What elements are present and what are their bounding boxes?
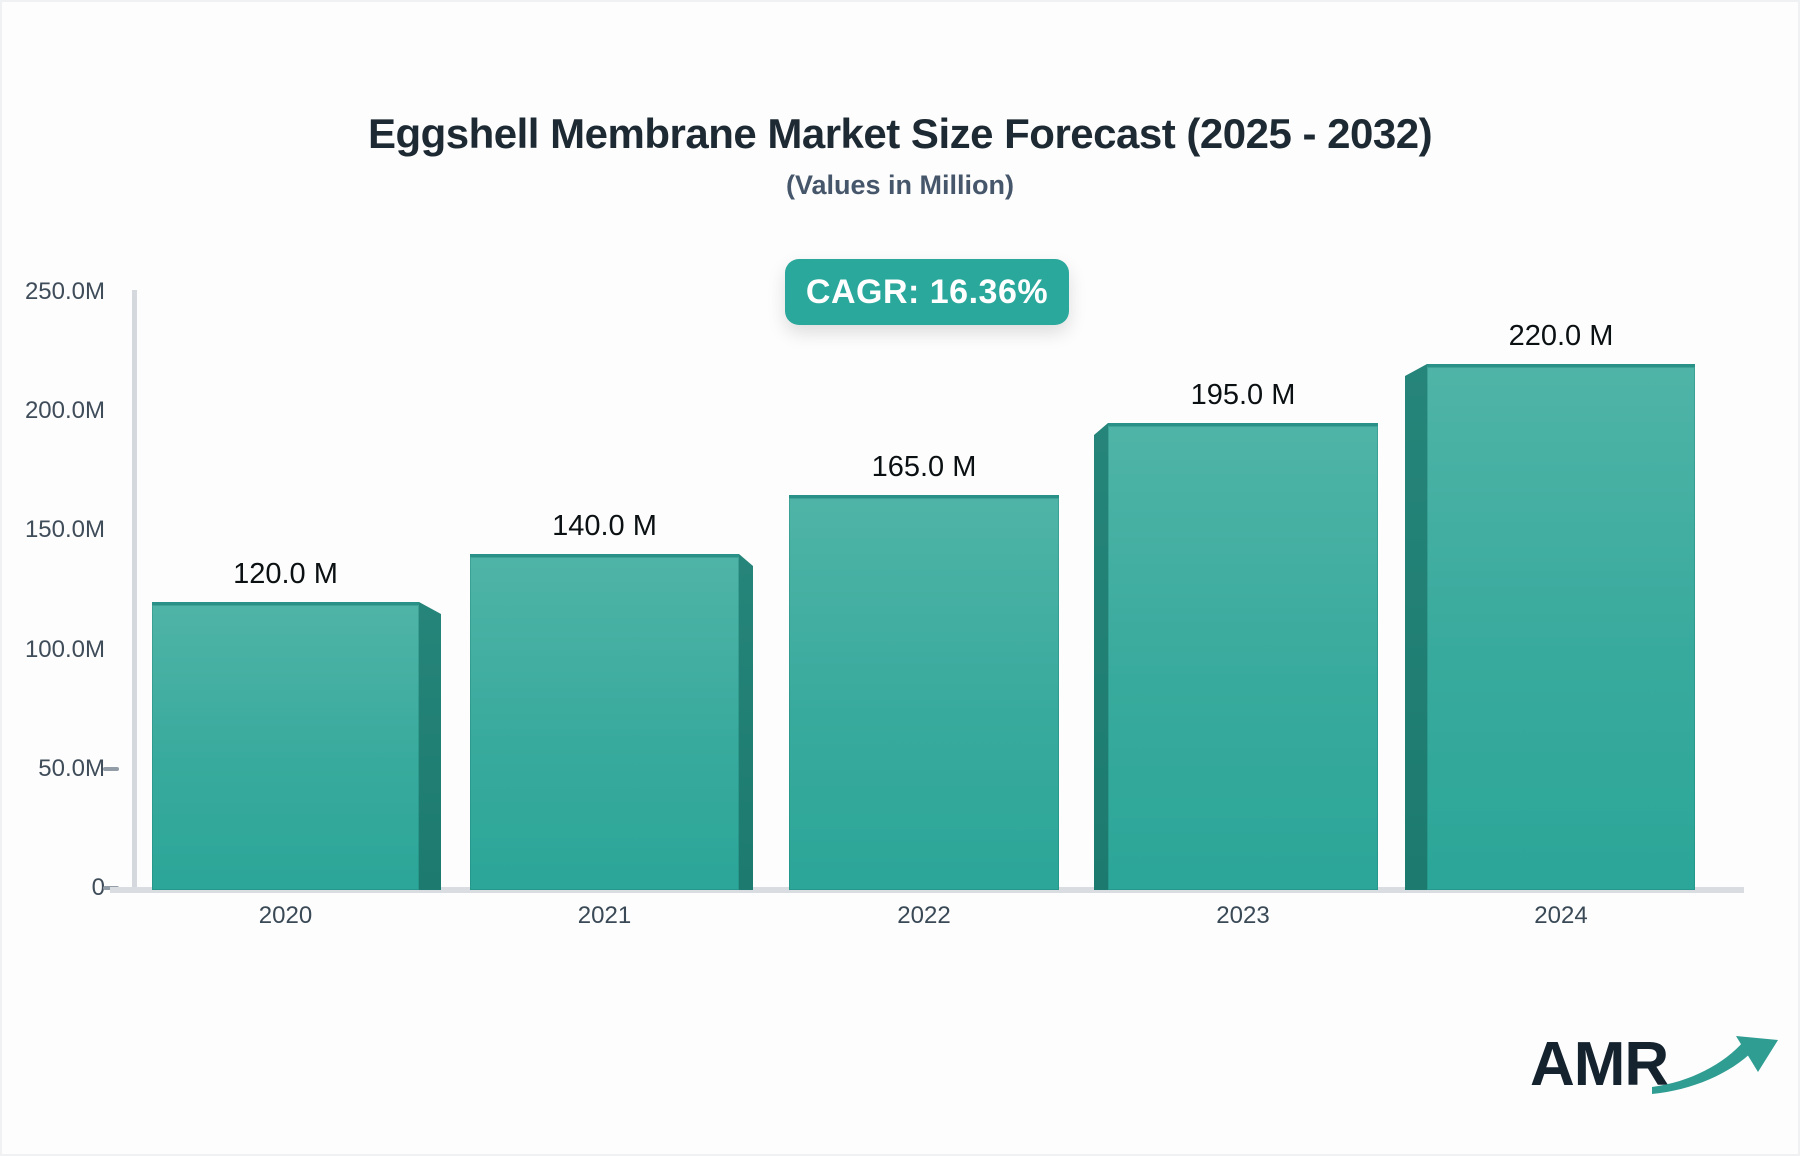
cagr-badge-label: CAGR: 16.36% [805, 272, 1049, 311]
bar-value-label: 165.0 M [871, 451, 977, 483]
bar-2021-3d-side [739, 554, 753, 890]
bar-value-label: 220.0 M [1508, 320, 1614, 352]
bar-value-label: 195.0 M [1190, 379, 1296, 411]
amr-logo-text: AMR [1530, 1030, 1669, 1099]
x-tick-label: 2022 [897, 902, 951, 929]
x-tick-label: 2021 [577, 902, 632, 929]
y-tick-label: 200.0M [24, 397, 105, 424]
bar-value-label: 140.0 M [552, 510, 657, 542]
y-tick-label: 250.0M [24, 278, 105, 305]
y-axis-line [132, 290, 137, 893]
y-tick-label: 150.0M [24, 516, 105, 543]
growth-arrow-icon [1652, 1036, 1778, 1094]
bar-2024-3d-side [1405, 364, 1427, 890]
x-tick-label: 2020 [258, 902, 313, 929]
bar-2021 [470, 554, 739, 890]
cagr-badge: CAGR: 16.36% [785, 259, 1069, 325]
bar-2022 [789, 495, 1059, 890]
bar-2024 [1427, 364, 1695, 890]
bar-2023 [1108, 423, 1378, 890]
x-axis-baseline [110, 887, 1744, 893]
bar-2023-3d-side [1094, 423, 1108, 890]
bar-value-label: 120.0 M [233, 558, 338, 590]
bar-2020 [152, 602, 419, 890]
y-tick-dash [103, 767, 119, 771]
y-tick-label: 50.0M [38, 755, 105, 782]
chart-subtitle: (Values in Million) [785, 170, 1015, 200]
x-tick-label: 2024 [1534, 902, 1588, 929]
amr-logo: AMR [1530, 1030, 1778, 1114]
bar-2020-3d-side [419, 602, 441, 890]
x-tick-label: 2023 [1216, 902, 1270, 929]
y-tick-label: 100.0M [24, 636, 105, 663]
chart-title: Eggshell Membrane Market Size Forecast (… [367, 110, 1433, 157]
y-tick-label: 0 [91, 874, 105, 901]
